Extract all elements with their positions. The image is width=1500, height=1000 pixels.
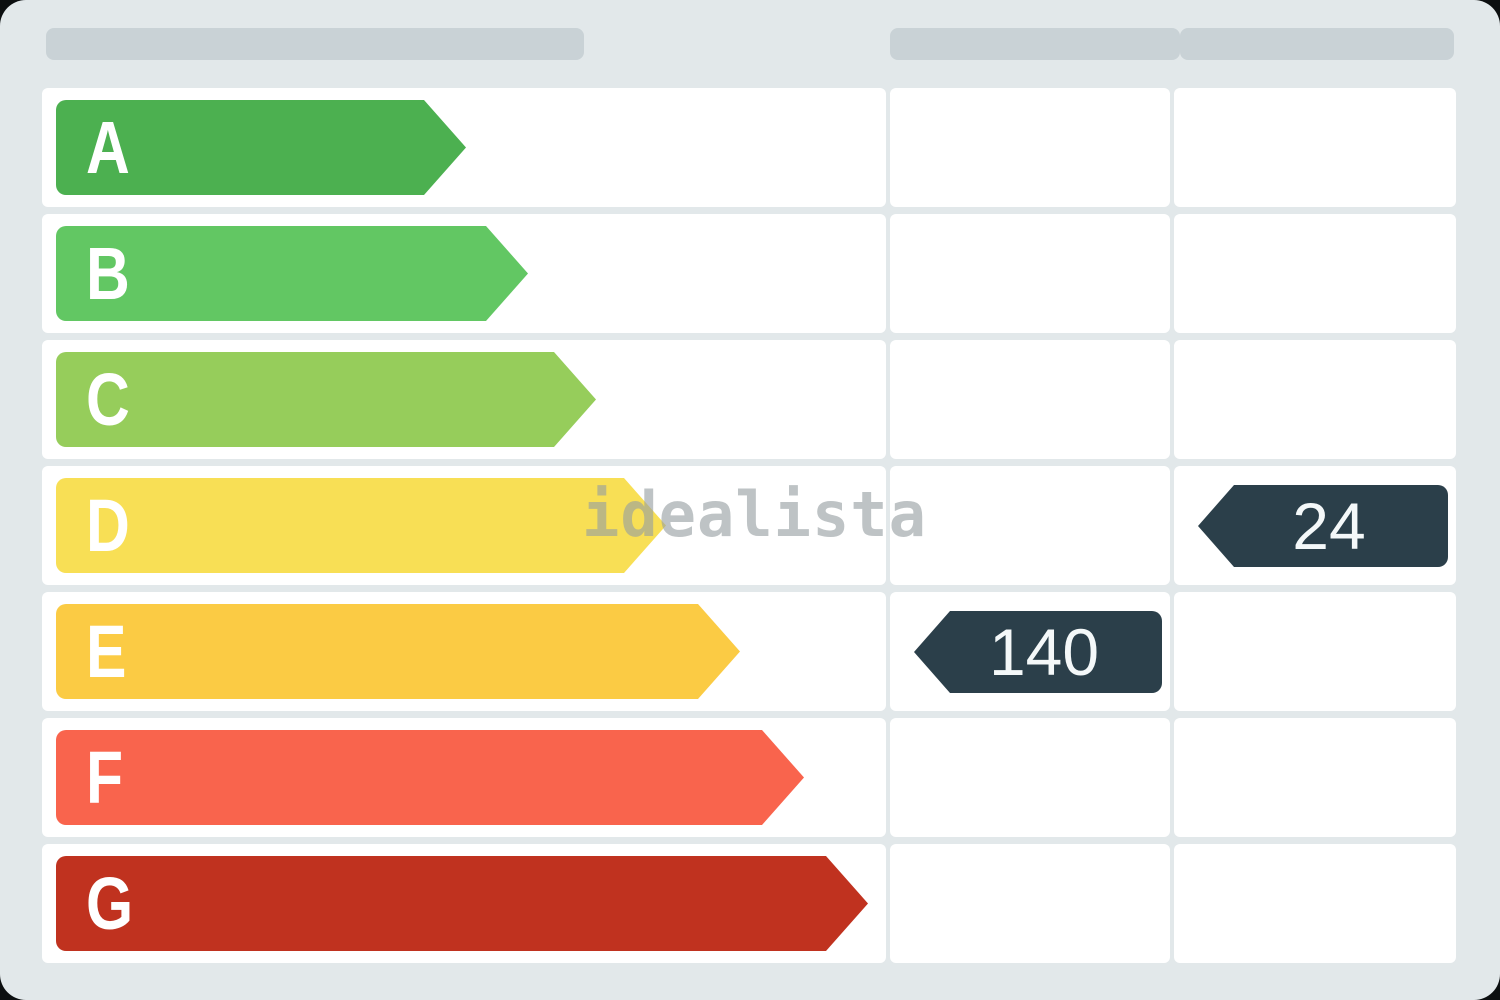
rating-letter: G — [86, 861, 133, 945]
table-header — [0, 0, 1500, 88]
value-cell-column-2 — [1174, 718, 1456, 837]
rating-letter: E — [86, 609, 126, 693]
rating-row: A — [0, 88, 1500, 207]
rating-label-cell: G — [42, 844, 886, 963]
rating-label-cell: D — [42, 466, 886, 585]
header-column-1-placeholder — [890, 28, 1180, 60]
rating-row: D 24 — [0, 466, 1500, 585]
rating-letter: B — [86, 231, 130, 315]
rating-label-cell: A — [42, 88, 886, 207]
value-badge: 140 — [914, 611, 1162, 693]
value-cell-column-2 — [1174, 340, 1456, 459]
value-cell-column-1 — [890, 466, 1170, 585]
rating-label-cell: F — [42, 718, 886, 837]
value-cell-column-2 — [1174, 592, 1456, 711]
header-column-2-placeholder — [1180, 28, 1454, 60]
rating-row: F — [0, 718, 1500, 837]
rating-letter: C — [86, 357, 130, 441]
rating-row: G — [0, 844, 1500, 963]
value-cell-column-1: 140 — [890, 592, 1170, 711]
rating-bar-g: G — [56, 856, 868, 951]
value-cell-column-2 — [1174, 214, 1456, 333]
rating-label-cell: B — [42, 214, 886, 333]
value-cell-column-2 — [1174, 844, 1456, 963]
rating-bar-e: E — [56, 604, 740, 699]
value-cell-column-2 — [1174, 88, 1456, 207]
rating-grid: A B C D 24 E 140 F G — [0, 88, 1500, 1000]
rating-bar-f: F — [56, 730, 804, 825]
rating-bar-b: B — [56, 226, 528, 321]
rating-label-cell: C — [42, 340, 886, 459]
value-cell-column-1 — [890, 214, 1170, 333]
rating-row: C — [0, 340, 1500, 459]
rating-letter: A — [86, 105, 130, 189]
value-cell-column-1 — [890, 844, 1170, 963]
value-badge: 24 — [1198, 485, 1448, 567]
value-cell-column-1 — [890, 718, 1170, 837]
rating-bar-c: C — [56, 352, 596, 447]
rating-row: E 140 — [0, 592, 1500, 711]
rating-row: B — [0, 214, 1500, 333]
value-cell-column-2: 24 — [1174, 466, 1456, 585]
rating-bar-d: D — [56, 478, 666, 573]
rating-bar-a: A — [56, 100, 466, 195]
value-cell-column-1 — [890, 340, 1170, 459]
rating-letter: F — [86, 735, 123, 819]
rating-letter: D — [86, 483, 130, 567]
value-cell-column-1 — [890, 88, 1170, 207]
value-badge-text: 24 — [1292, 489, 1366, 563]
header-label-placeholder — [46, 28, 584, 60]
rating-label-cell: E — [42, 592, 886, 711]
value-badge-text: 140 — [988, 615, 1100, 689]
